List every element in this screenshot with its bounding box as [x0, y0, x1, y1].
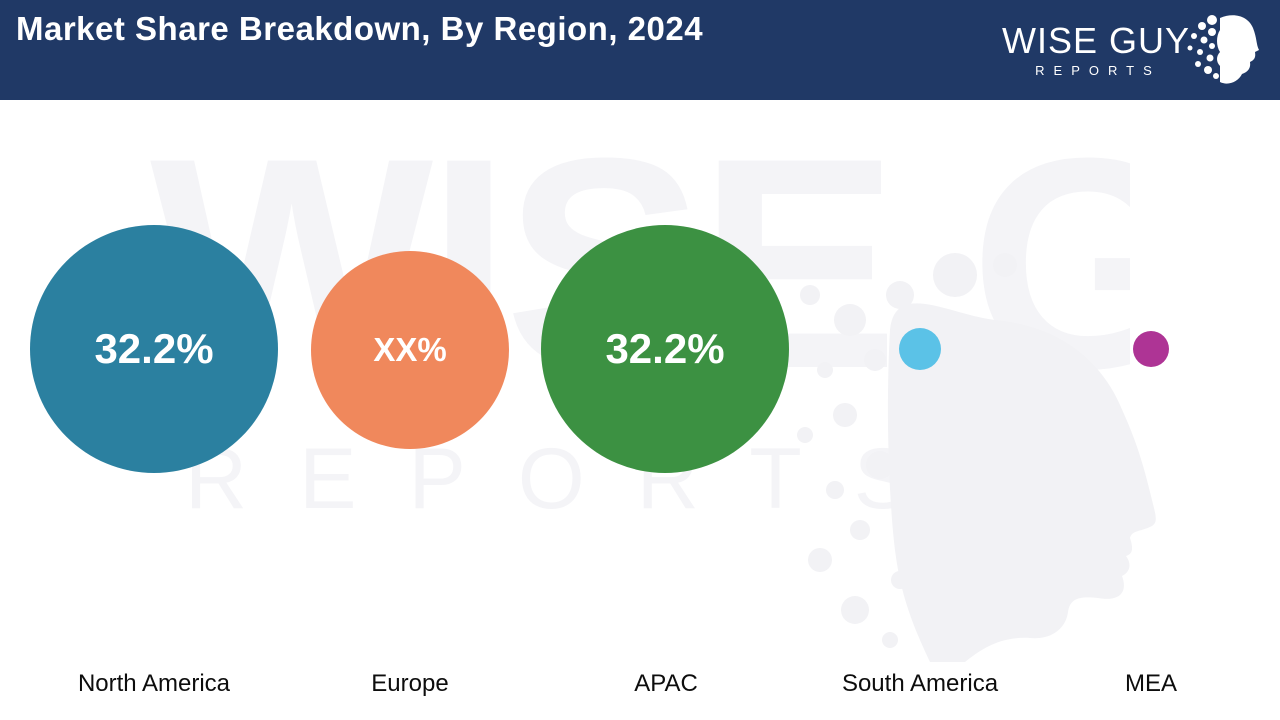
bubble-mea: [1133, 331, 1169, 367]
bubble-europe-value: XX%: [373, 331, 447, 368]
label-north-america: North America: [77, 670, 231, 697]
head-profile-icon: [1187, 15, 1259, 84]
logo-brand-subtitle: REPORTS: [1035, 62, 1161, 78]
label-apac: APAC: [634, 670, 698, 697]
label-europe: Europe: [371, 670, 449, 697]
bubble-apac-value: 32.2%: [605, 325, 725, 372]
page-title: Market Share Breakdown, By Region, 2024: [16, 10, 704, 47]
bubble-europe: XX%: [311, 251, 509, 449]
header-bar: Market Share Breakdown, By Region, 2024 …: [0, 0, 1280, 100]
watermark-reports-text: REPORTS: [185, 431, 964, 527]
bubble-apac: 32.2%: [541, 225, 789, 473]
bubble-south-america: [899, 328, 941, 370]
bubble-north-america-value: 32.2%: [94, 325, 214, 372]
brand-logo: WISE GUY REPORTS: [1002, 6, 1262, 92]
watermark-head-profile: [797, 253, 1156, 662]
label-south-america: South America: [841, 670, 999, 697]
chart-area: WISE GUY REPORTS 32.2% XX% 32.2% Nort: [0, 95, 1280, 720]
bubble-north-america: 32.2%: [30, 225, 278, 473]
label-mea: MEA: [1124, 670, 1177, 697]
logo-wordmark: WISE GUY REPORTS: [1001, 19, 1190, 78]
logo-brand-name: WISE GUY: [1001, 19, 1190, 61]
